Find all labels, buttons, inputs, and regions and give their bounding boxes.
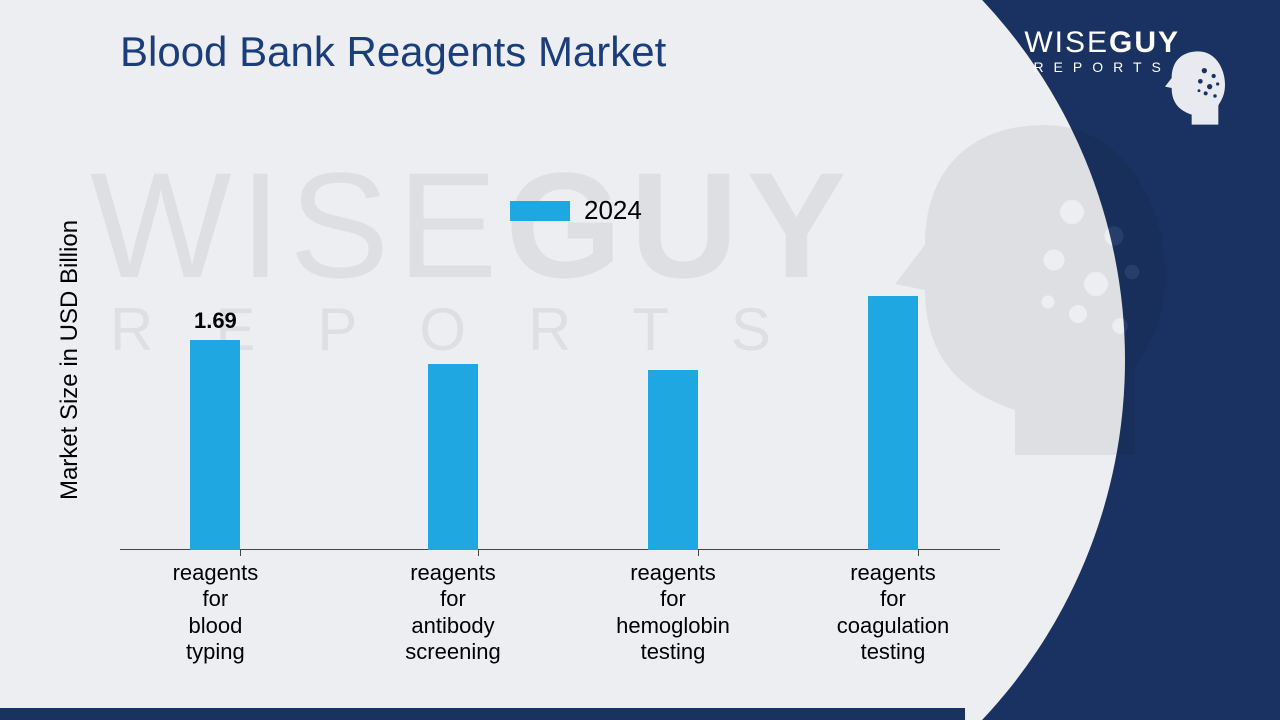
- y-axis-label: Market Size in USD Billion: [56, 220, 84, 500]
- bar-group: 1.69reagentsforbloodtyping: [190, 340, 240, 550]
- x-tick: [240, 550, 241, 556]
- category-label: reagentsforantibodyscreening: [353, 560, 553, 666]
- plot-area: 1.69reagentsforbloodtyping reagentsforant…: [120, 240, 1000, 550]
- bar: [190, 340, 240, 550]
- legend-label: 2024: [584, 195, 642, 226]
- bar-group: reagentsforhemoglobintesting: [648, 370, 698, 550]
- x-tick: [478, 550, 479, 556]
- x-tick: [918, 550, 919, 556]
- bar-group: reagentsforantibodyscreening: [428, 364, 478, 550]
- legend-swatch: [510, 201, 570, 221]
- bottom-band: [0, 708, 965, 720]
- category-label: reagentsforbloodtyping: [115, 560, 315, 666]
- category-label: reagentsforcoagulationtesting: [793, 560, 993, 666]
- bar: [868, 296, 918, 550]
- x-tick: [698, 550, 699, 556]
- bar-value-label: 1.69: [194, 308, 237, 334]
- bar: [428, 364, 478, 550]
- legend: 2024: [510, 195, 642, 226]
- brand-head-icon: [1160, 48, 1230, 128]
- bar: [648, 370, 698, 550]
- page-root: WISEGUY REPORTS Blood Bank Reagents Mark…: [0, 0, 1280, 720]
- bar-group: reagentsforcoagulationtesting: [868, 296, 918, 550]
- brand-logo: WISEGUY REPORTS: [1024, 28, 1250, 74]
- chart-title: Blood Bank Reagents Market: [120, 28, 666, 76]
- category-label: reagentsforhemoglobintesting: [573, 560, 773, 666]
